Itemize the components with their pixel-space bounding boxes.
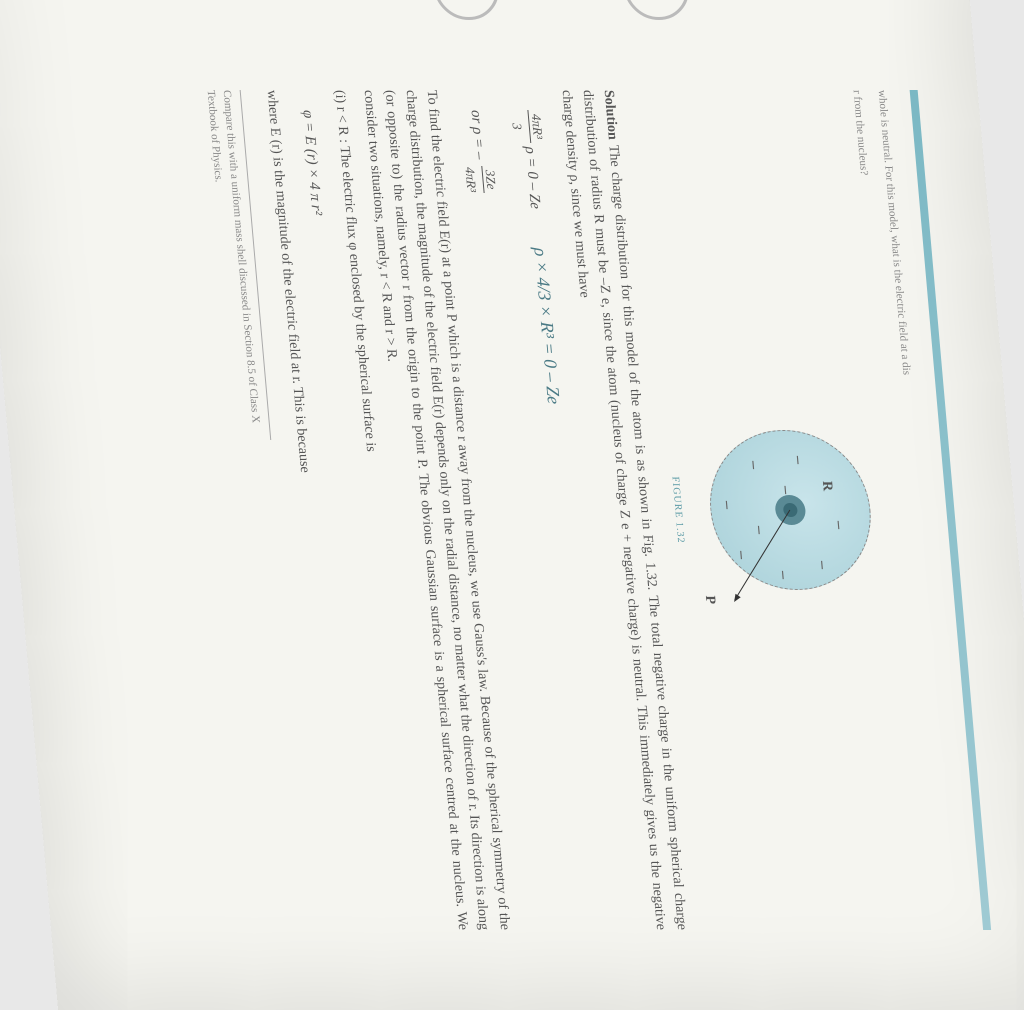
minus-icon: – bbox=[786, 456, 811, 464]
minus-icon: – bbox=[715, 501, 740, 509]
minus-icon: – bbox=[729, 551, 754, 559]
fraction-2: 3Ze 4πR³ bbox=[460, 163, 502, 196]
textbook-page: EXAMPLE 1.13 whole is neutral. For this … bbox=[0, 0, 1024, 1010]
minus-icon: – bbox=[747, 526, 772, 534]
sphere-diagram: R P – – – – – – – – – bbox=[703, 430, 877, 590]
minus-icon: – bbox=[741, 461, 766, 469]
minus-icon: – bbox=[810, 561, 835, 569]
minus-icon: – bbox=[771, 571, 796, 579]
handwritten-note: ρ × 4/3 × R³ = 0 – Ze bbox=[526, 248, 567, 404]
figure: R P – – – – – – – – – FIGURE 1.32 bbox=[663, 420, 879, 600]
solution-heading: Solution bbox=[601, 90, 620, 140]
page-content: whole is neutral. For this model, what i… bbox=[202, 90, 991, 930]
eq2-prefix: or ρ = – bbox=[467, 110, 487, 159]
minus-icon: – bbox=[773, 486, 798, 494]
margin-circle-1 bbox=[621, 0, 692, 20]
footnote: Compare this with a uniform mass shell d… bbox=[202, 90, 272, 440]
fraction-1: 4πR³ 3 bbox=[506, 110, 548, 143]
label-R: R bbox=[816, 481, 838, 491]
margin-circle-2 bbox=[431, 0, 502, 20]
eq1-right: ρ = 0 – Ze bbox=[522, 147, 543, 209]
figure-caption: FIGURE 1.32 bbox=[663, 420, 694, 600]
minus-icon: – bbox=[826, 521, 851, 529]
label-P: P bbox=[699, 595, 721, 604]
